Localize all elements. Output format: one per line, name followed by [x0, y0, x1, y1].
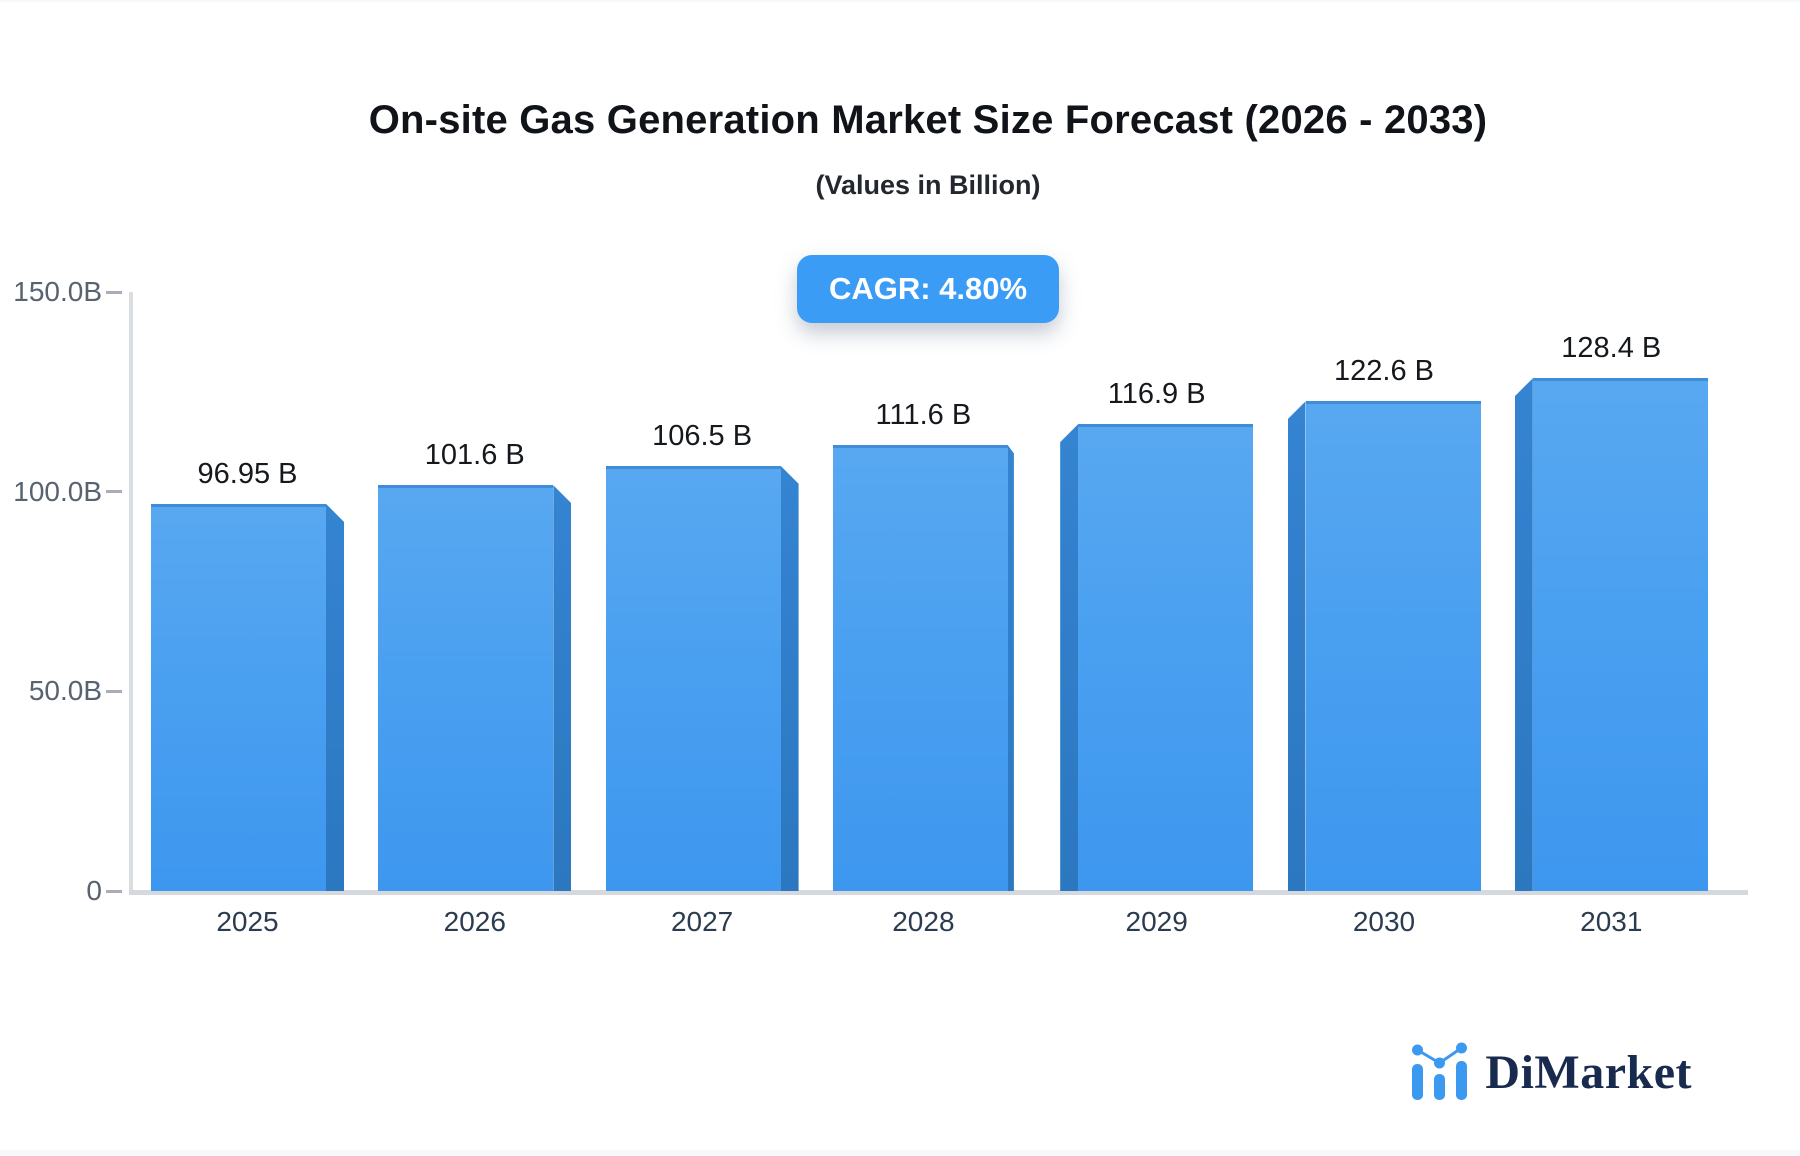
bar-2030-side: [1287, 401, 1306, 891]
dimarket-logo: DiMarket: [1409, 1042, 1692, 1102]
x-axis-label: 2025: [216, 906, 279, 937]
bar-value-label: 111.6 B: [875, 399, 972, 432]
bar-value-label: 106.5 B: [652, 419, 753, 452]
y-axis-line: [129, 292, 133, 895]
x-axis-label: 2027: [670, 906, 734, 937]
bar-2030: [1305, 401, 1481, 891]
bar-2025: [151, 503, 326, 891]
y-tick-label: 150.0B: [13, 276, 102, 307]
bar-2031-side: [1514, 378, 1533, 891]
y-tick-mark: [106, 889, 122, 893]
bar-2028-side: [1007, 445, 1014, 891]
y-tick-mark: [106, 290, 122, 294]
bar-2031: [1532, 378, 1708, 891]
bar-2027-side: [780, 465, 799, 891]
logo-text: DiMarket: [1485, 1045, 1692, 1099]
bar-chart-sparkline-icon: [1412, 1042, 1468, 1100]
bar-2026: [378, 485, 554, 891]
chart-title: On-site Gas Generation Market Size Forec…: [368, 98, 1488, 142]
x-axis-label: 2030: [1352, 906, 1416, 937]
bar-2028: [832, 445, 1008, 891]
bar-2025-side: [326, 503, 344, 891]
bar-value-label: 122.6 B: [1334, 355, 1434, 388]
cagr-badge-wrap: CAGR: 4.80%: [56, 255, 1800, 323]
bar-value-label: 101.6 B: [424, 439, 525, 472]
x-axis-label: 2029: [1125, 906, 1188, 937]
bar-2029-side: [1060, 424, 1079, 891]
y-tick-label: 0: [86, 875, 102, 906]
bar-2027: [605, 465, 781, 891]
bar-value-label: 96.95 B: [197, 457, 298, 490]
bar-value-label: 116.9 B: [1107, 378, 1206, 411]
x-axis-label: 2028: [892, 906, 955, 937]
y-tick-label: 100.0B: [13, 475, 102, 507]
chart-subtitle: (Values in Billion): [815, 170, 1041, 200]
y-tick-mark: [106, 689, 122, 693]
bar-value-label: 128.4 B: [1561, 332, 1662, 365]
x-axis-line: [129, 890, 1748, 895]
y-tick-mark: [106, 490, 122, 494]
cagr-badge: CAGR: 4.80%: [796, 255, 1060, 323]
y-tick-label: 50.0B: [28, 675, 102, 707]
bar-2026-side: [553, 485, 572, 891]
bar-2029: [1078, 424, 1254, 891]
x-axis-label: 2031: [1580, 906, 1643, 937]
x-axis-label: 2026: [443, 906, 506, 937]
